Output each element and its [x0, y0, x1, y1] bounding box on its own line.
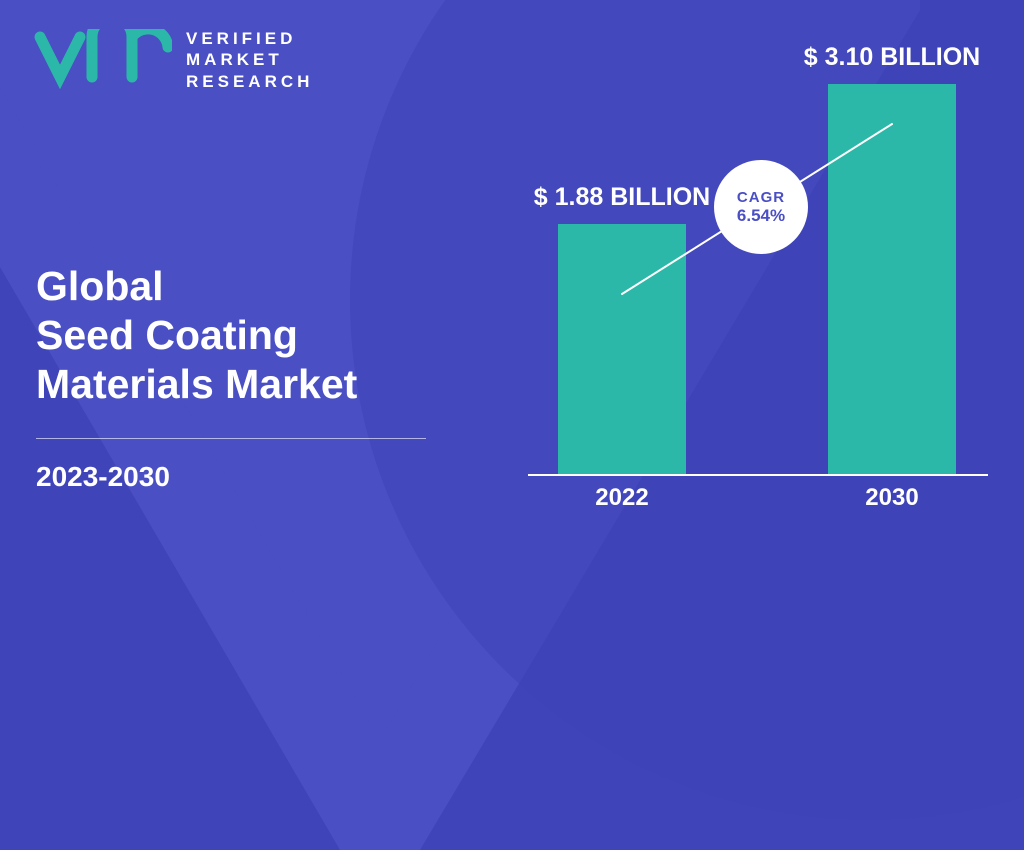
logo-line3: RESEARCH — [186, 71, 313, 92]
page-title: Global Seed Coating Materials Market — [36, 262, 426, 410]
title-block: Global Seed Coating Materials Market 202… — [36, 262, 426, 493]
logo-text: VERIFIED MARKET RESEARCH — [186, 28, 313, 92]
cagr-badge: CAGR 6.54% — [714, 160, 808, 254]
logo-line2: MARKET — [186, 49, 313, 70]
cagr-value: 6.54% — [737, 206, 785, 226]
title-line3: Materials Market — [36, 360, 426, 409]
logo-mark-icon — [32, 29, 172, 91]
trend-line — [528, 40, 988, 510]
brand-logo: VERIFIED MARKET RESEARCH — [32, 28, 313, 92]
title-divider — [36, 438, 426, 439]
title-line2: Seed Coating — [36, 311, 426, 360]
forecast-period: 2023-2030 — [36, 461, 426, 493]
bar-chart: $ 1.88 BILLION 2022 $ 3.10 BILLION 2030 … — [528, 40, 988, 510]
title-line1: Global — [36, 262, 426, 311]
logo-line1: VERIFIED — [186, 28, 313, 49]
cagr-label: CAGR — [737, 189, 785, 206]
